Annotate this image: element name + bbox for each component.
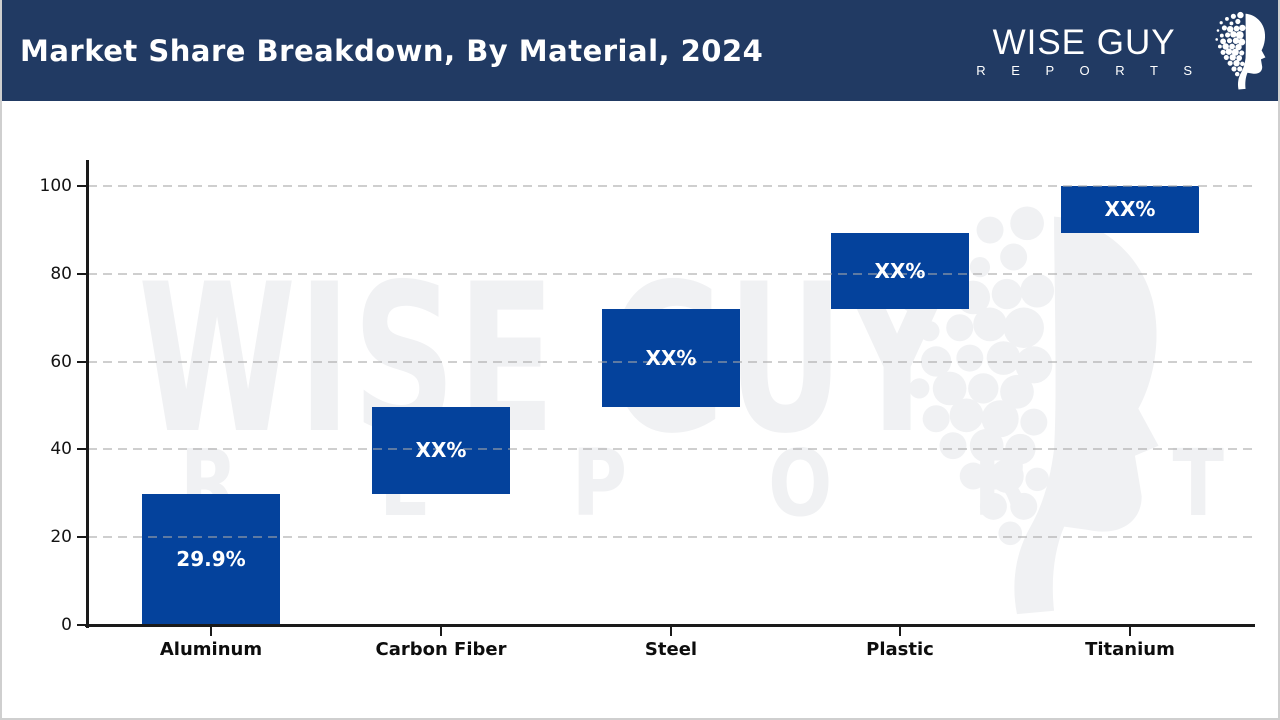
x-tick-mark [1129, 627, 1131, 636]
y-tick-label: 0 [61, 615, 72, 635]
bar-plastic [831, 232, 969, 310]
category-label-carbon-fiber: Carbon Fiber [375, 639, 507, 660]
page-title: Market Share Breakdown, By Material, 202… [20, 33, 764, 68]
category-label-plastic: Plastic [866, 639, 934, 660]
bar-steel [602, 309, 740, 408]
category-label-titanium: Titanium [1085, 639, 1175, 660]
y-tick-label: 20 [50, 527, 72, 548]
brand-face-icon [1215, 11, 1266, 89]
header-bar: Market Share Breakdown, By Material, 202… [0, 0, 1280, 101]
brand-name: WISE GUY [992, 22, 1176, 62]
y-tick-mark [77, 360, 87, 363]
x-tick-mark [210, 627, 212, 636]
y-tick-mark [77, 272, 87, 275]
brand-subtitle: R E P O R T S [976, 62, 1203, 78]
y-tick-label: 40 [50, 439, 72, 460]
x-tick-mark [899, 627, 901, 636]
gridline [88, 360, 1254, 363]
x-tick-mark [440, 627, 442, 636]
bar-label-aluminum: 29.9% [176, 547, 246, 572]
x-axis-line [85, 624, 1255, 627]
bar-label-titanium: XX% [1104, 197, 1156, 222]
bar-carbon-fiber [372, 407, 510, 494]
gridline [88, 272, 1254, 275]
bar-aluminum [142, 493, 280, 625]
y-tick-mark [77, 536, 87, 539]
y-tick-mark [77, 185, 87, 187]
watermark-brand-name: WISE GUY [138, 241, 951, 479]
bar-titanium [1061, 186, 1199, 233]
y-tick-mark [77, 624, 87, 626]
gridline [88, 185, 1254, 187]
gridline [88, 448, 1254, 451]
bar-label-steel: XX% [645, 346, 697, 371]
y-tick-label: 80 [50, 263, 72, 284]
y-tick-label: 60 [50, 351, 72, 372]
waterfall-chart: 0 20 40 60 80 100 29.9% Aluminum XX% Carbon Fiber… [0, 101, 1280, 712]
category-label-steel: Steel [644, 639, 698, 660]
category-label-aluminum: Aluminum [159, 639, 263, 660]
y-axis-line [86, 160, 89, 628]
brand-logo: WISE GUY R E P O R T S [965, 11, 1268, 91]
bar-label-plastic: XX% [874, 259, 926, 284]
y-tick-mark [77, 448, 87, 451]
brand-logo-text: WISE GUY R E P O R T S [965, 25, 1203, 77]
x-tick-mark [670, 627, 672, 636]
y-tick-label: 100 [39, 176, 72, 196]
bar-label-carbon-fiber: XX% [415, 438, 467, 463]
gridline [88, 536, 1254, 539]
